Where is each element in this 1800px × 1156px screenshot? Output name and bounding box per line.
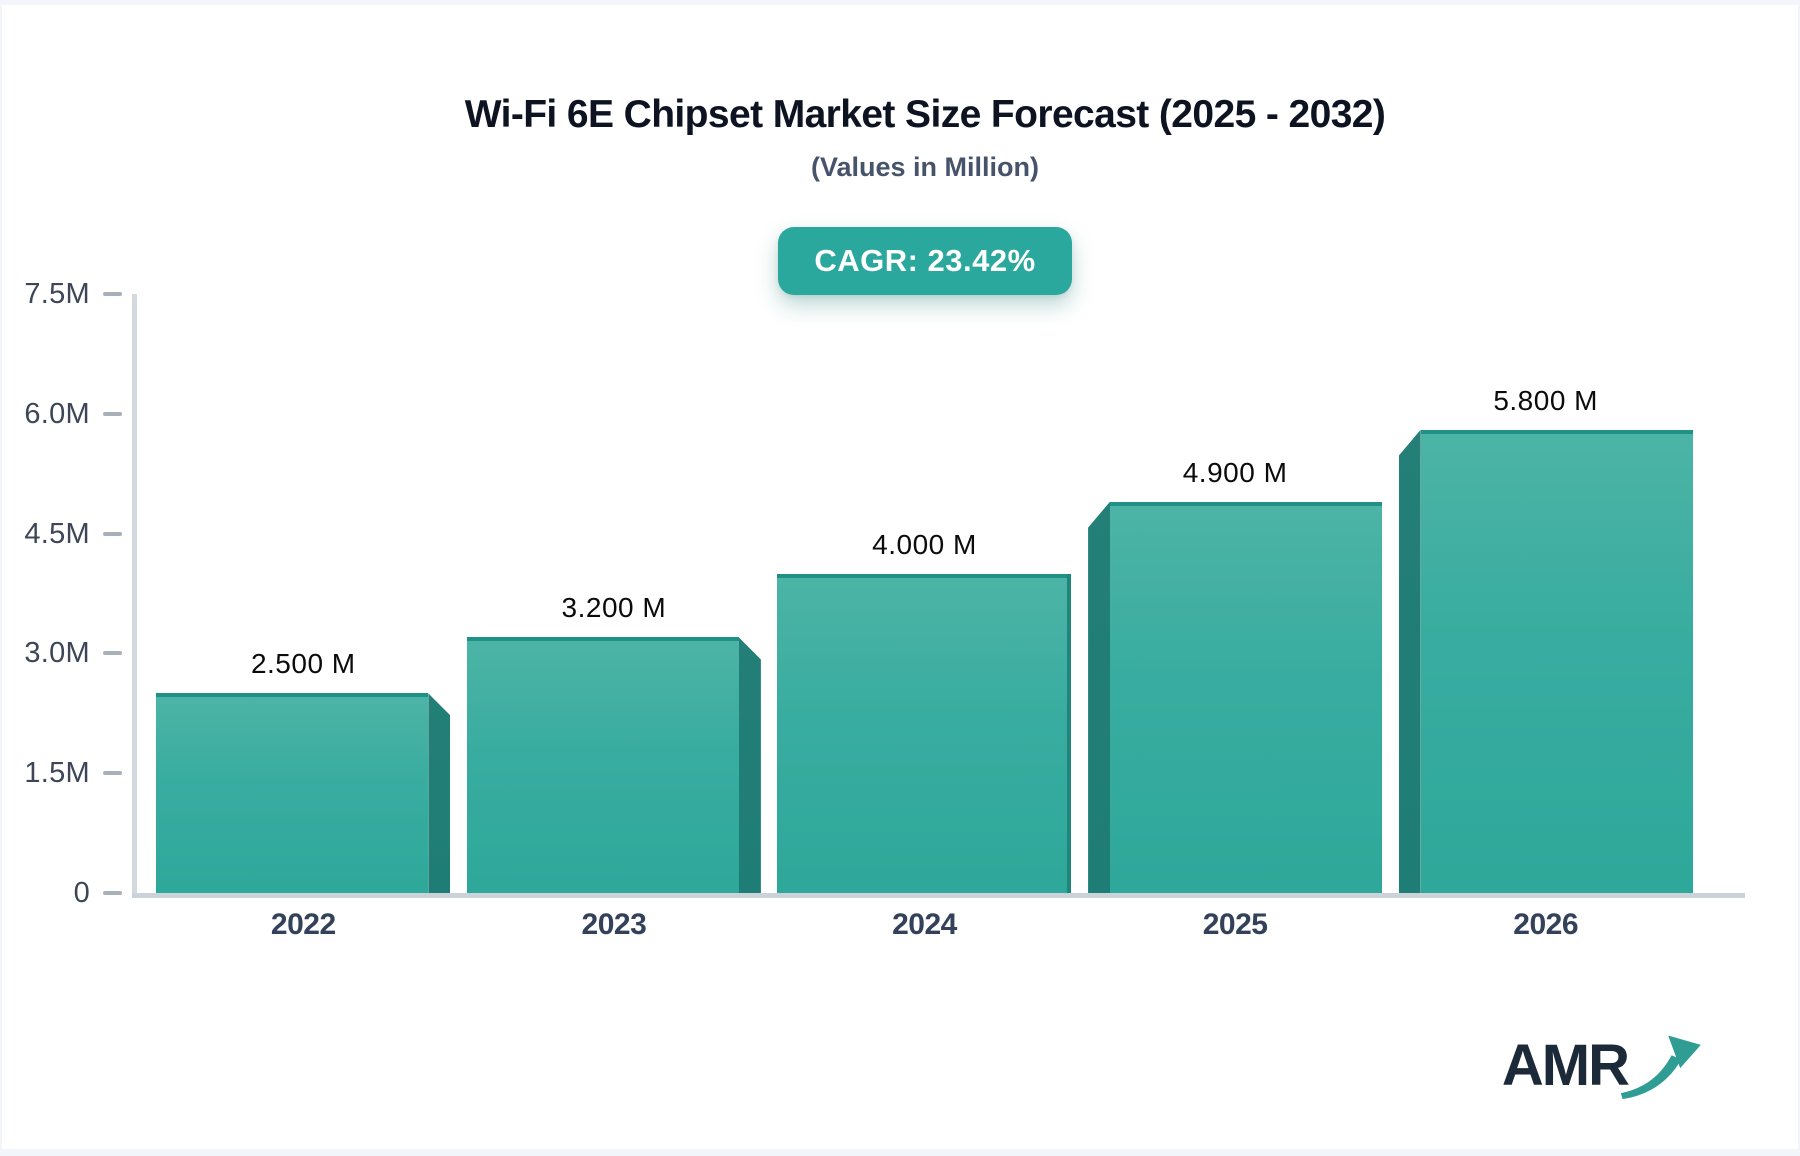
bar-slot-2024: 4.000 M bbox=[769, 294, 1080, 893]
bar-slot-2022: 2.500 M bbox=[148, 294, 459, 893]
bar-edge-right bbox=[1067, 573, 1072, 893]
bar-2025 bbox=[1088, 501, 1383, 893]
bar-value-label: 2.500 M bbox=[250, 648, 356, 680]
plot-area: 2.500 M 3.200 M 4.000 M 4.900 M 5.800 M bbox=[132, 294, 1745, 898]
bar-fill bbox=[1420, 429, 1693, 893]
bar-fill bbox=[156, 693, 429, 893]
x-axis-label-2026: 2026 bbox=[1513, 908, 1579, 941]
x-axis-line bbox=[132, 893, 1745, 898]
y-tick-dash bbox=[103, 771, 122, 776]
x-axis-label-2023: 2023 bbox=[581, 908, 647, 941]
y-axis-line bbox=[132, 294, 137, 893]
y-tick-label: 3.0M bbox=[24, 637, 90, 670]
bar-fill bbox=[1110, 501, 1383, 893]
chart-card: Wi-Fi 6E Chipset Market Size Forecast (2… bbox=[2, 5, 1798, 1149]
y-tick-dash bbox=[103, 531, 122, 536]
y-tick-dash bbox=[103, 292, 122, 296]
bar-value-label: 4.000 M bbox=[872, 528, 977, 560]
x-axis-label-2022: 2022 bbox=[270, 908, 336, 941]
x-axis-label-2024: 2024 bbox=[892, 908, 957, 941]
y-tick-dash bbox=[103, 651, 122, 656]
y-tick-label: 4.5M bbox=[24, 517, 90, 550]
x-axis-labels: 2022 2023 2024 2025 2026 bbox=[148, 908, 1701, 942]
cagr-badge: CAGR: 23.42% bbox=[778, 227, 1072, 295]
bar-bevel-right bbox=[738, 637, 761, 893]
bar-slot-2025: 4.900 M bbox=[1080, 294, 1391, 893]
bar-2022 bbox=[156, 693, 451, 893]
y-tick-dash bbox=[103, 411, 122, 416]
bar-bevel-left bbox=[1398, 429, 1421, 893]
chart-header: Wi-Fi 6E Chipset Market Size Forecast (2… bbox=[135, 93, 1715, 295]
bar-2024 bbox=[777, 573, 1072, 893]
bar-fill bbox=[466, 637, 739, 893]
y-axis-ticks: 7.5M 6.0M 4.5M 3.0M 1.5M 0 bbox=[2, 278, 132, 909]
y-tick-label: 0 bbox=[73, 877, 90, 909]
y-tick-dash bbox=[103, 891, 122, 895]
brand-logo-text: AMR bbox=[1501, 1033, 1630, 1098]
bar-value-label: 4.900 M bbox=[1182, 456, 1288, 488]
chart-subtitle: (Values in Million) bbox=[810, 152, 1040, 182]
bar-value-label: 5.800 M bbox=[1493, 384, 1598, 416]
bar-2023 bbox=[466, 637, 761, 893]
bar-bevel-right bbox=[428, 693, 451, 893]
x-axis-label-2025: 2025 bbox=[1202, 908, 1268, 941]
bar-fill bbox=[777, 573, 1068, 893]
bars-container: 2.500 M 3.200 M 4.000 M 4.900 M 5.800 M bbox=[148, 294, 1701, 893]
bar-value-label: 3.200 M bbox=[561, 592, 667, 624]
bar-bevel-left bbox=[1088, 501, 1111, 893]
chart-title: Wi-Fi 6E Chipset Market Size Forecast (2… bbox=[464, 93, 1386, 136]
bar-slot-2026: 5.800 M bbox=[1390, 294, 1701, 893]
bar-2026 bbox=[1398, 429, 1693, 893]
brand-logo: AMR bbox=[1501, 1033, 1706, 1105]
y-tick-label: 7.5M bbox=[24, 278, 90, 310]
bar-slot-2023: 3.200 M bbox=[459, 294, 770, 893]
y-tick-label: 1.5M bbox=[24, 757, 90, 790]
y-tick-label: 6.0M bbox=[24, 397, 90, 430]
growth-arrow-icon bbox=[1620, 1035, 1701, 1100]
